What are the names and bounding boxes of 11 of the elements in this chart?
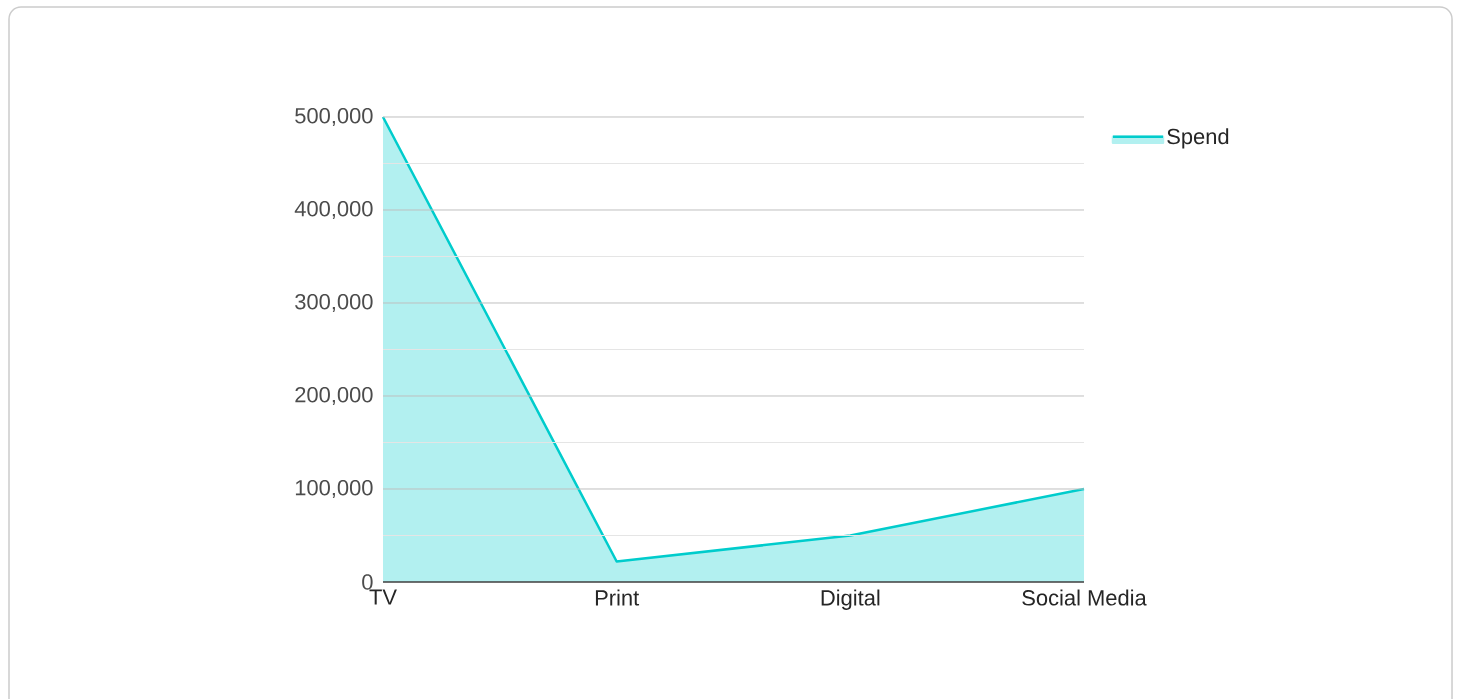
x-tick-label: Social Media [1022, 589, 1147, 606]
y-tick-label: 100,000 [295, 479, 373, 499]
x-tick-label: Print [595, 589, 640, 606]
y-tick-label: 200,000 [295, 386, 373, 406]
y-tick-label: 500,000 [295, 107, 373, 127]
legend-label: Spend [1167, 128, 1229, 149]
x-tick-label: Digital [821, 589, 880, 610]
x-tick-label: TV [369, 589, 397, 605]
y-tick-label: 300,000 [295, 293, 373, 313]
y-tick-label: 0 [362, 574, 373, 590]
y-tick-label: 400,000 [294, 200, 373, 220]
